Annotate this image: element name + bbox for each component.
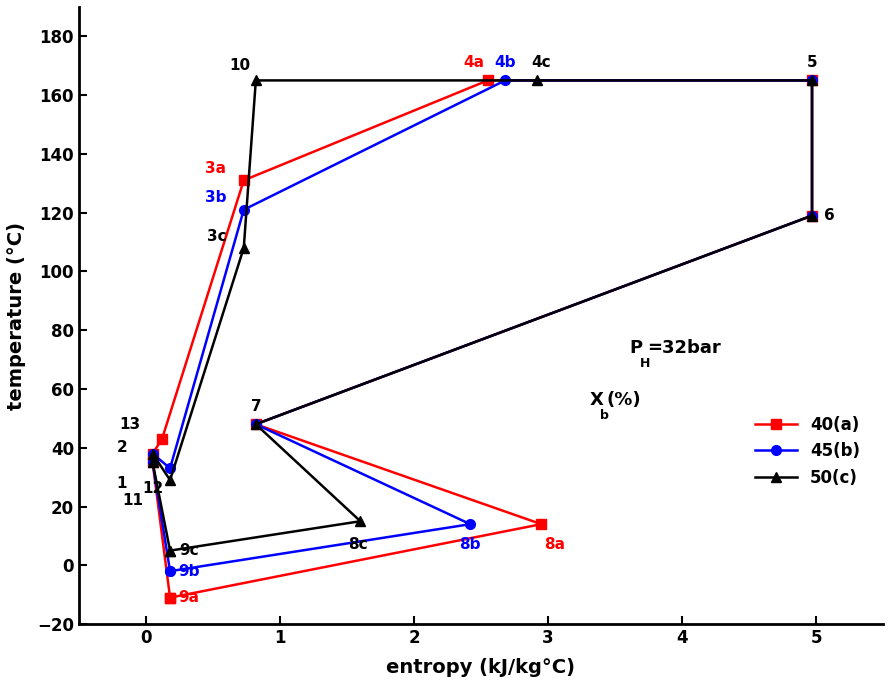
Text: 5: 5 <box>806 55 817 70</box>
Text: 1: 1 <box>117 475 127 490</box>
Text: 3b: 3b <box>205 190 226 205</box>
Text: 13: 13 <box>119 417 141 432</box>
Text: b: b <box>600 409 609 422</box>
Text: 8a: 8a <box>544 537 565 552</box>
Text: 9c: 9c <box>179 543 198 558</box>
Text: 8b: 8b <box>459 537 481 552</box>
Text: 9a: 9a <box>178 590 199 605</box>
Text: 2: 2 <box>117 440 127 456</box>
Text: 8c: 8c <box>348 537 368 552</box>
Text: (%): (%) <box>606 391 641 409</box>
Text: 4a: 4a <box>464 55 485 70</box>
Text: 4b: 4b <box>494 55 516 70</box>
Text: 12: 12 <box>142 482 163 497</box>
Text: 10: 10 <box>230 58 250 73</box>
Text: P: P <box>630 339 643 356</box>
Text: 9b: 9b <box>178 564 199 579</box>
X-axis label: entropy (kJ/kg°C): entropy (kJ/kg°C) <box>386 658 576 677</box>
Text: 3a: 3a <box>205 161 226 176</box>
Text: 6: 6 <box>824 208 835 223</box>
Text: 7: 7 <box>250 399 261 414</box>
Text: 3c: 3c <box>207 228 227 244</box>
Text: =32bar: =32bar <box>647 339 720 356</box>
Text: H: H <box>640 357 651 370</box>
Text: X: X <box>589 391 603 409</box>
Text: 11: 11 <box>122 493 143 508</box>
Y-axis label: temperature (°C): temperature (°C) <box>7 222 26 410</box>
Text: 4c: 4c <box>531 55 551 70</box>
Legend: 40(a), 45(b), 50(c): 40(a), 45(b), 50(c) <box>748 409 867 493</box>
